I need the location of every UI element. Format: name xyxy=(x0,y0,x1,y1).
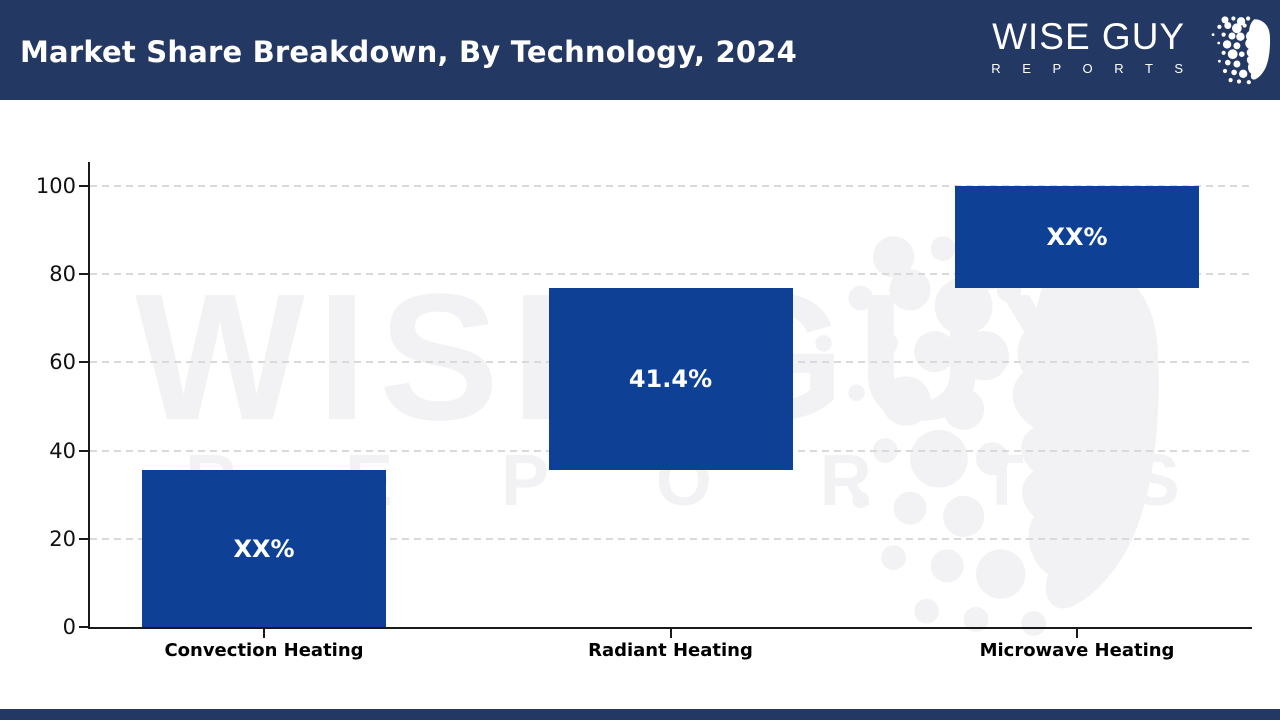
x-category-label: Microwave Heating xyxy=(979,640,1175,661)
x-category-label: Radiant Heating xyxy=(588,640,753,661)
y-tick-label: 40 xyxy=(49,438,76,463)
bar-value-label: XX% xyxy=(233,534,295,563)
brand-logo: WISE GUY R E P O R T S xyxy=(985,16,1192,76)
y-axis-tick xyxy=(79,185,88,187)
grid-line xyxy=(90,273,1252,276)
x-axis-tick xyxy=(1076,629,1078,638)
brand-name: WISE GUY xyxy=(992,16,1186,57)
footer-bar xyxy=(0,709,1280,720)
y-tick-label: 60 xyxy=(49,350,76,375)
y-axis-line xyxy=(88,162,90,629)
bar: XX% xyxy=(955,186,1199,288)
y-axis-tick xyxy=(79,449,88,452)
y-axis-tick xyxy=(79,537,88,540)
y-tick-label: 0 xyxy=(62,615,76,639)
x-axis-tick xyxy=(669,629,672,638)
dotted-face-profile-icon xyxy=(1211,16,1271,85)
y-tick-label: 80 xyxy=(49,262,76,287)
watermark-dotted-face-icon xyxy=(815,236,1159,636)
brand-subtitle: R E P O R T S xyxy=(991,61,1192,76)
y-axis-tick xyxy=(79,626,88,628)
bar-value-label: XX% xyxy=(1046,222,1108,251)
bar: XX% xyxy=(142,470,386,627)
y-axis-tick xyxy=(79,273,88,276)
y-tick-label: 20 xyxy=(49,526,76,551)
x-axis-line xyxy=(88,627,1252,629)
x-category-label: Convection Heating xyxy=(164,640,364,661)
bar: 41.4% xyxy=(548,287,793,471)
page-title: Market Share Breakdown, By Technology, 2… xyxy=(20,35,798,69)
chart-area: WISE GUY R E P O R T S 020406080100XX%Co… xyxy=(0,100,1280,709)
y-axis-tick xyxy=(79,361,88,364)
bar-value-label: 41.4% xyxy=(628,365,713,394)
header-bar: Market Share Breakdown, By Technology, 2… xyxy=(0,0,1280,100)
x-axis-tick xyxy=(263,629,265,638)
grid-line xyxy=(90,537,1252,540)
y-tick-label: 100 xyxy=(35,174,76,198)
grid-line xyxy=(90,185,1252,187)
